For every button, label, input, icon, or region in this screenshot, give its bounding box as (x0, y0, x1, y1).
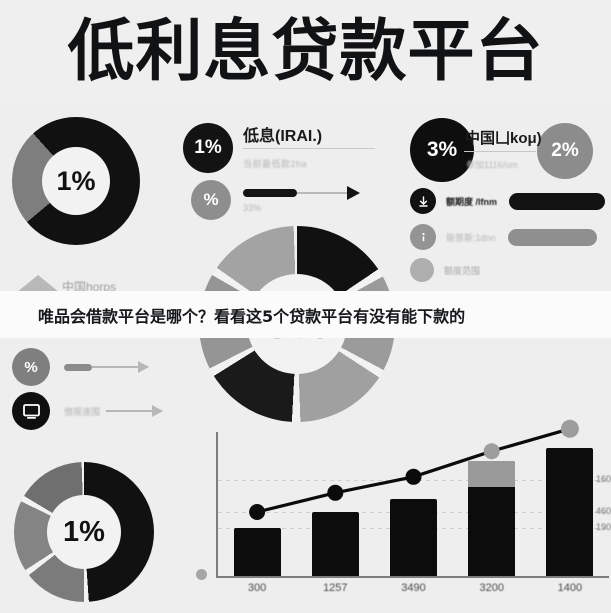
y-axis-tick-label: 460 (595, 506, 611, 516)
bar-series (218, 432, 609, 576)
low-interest-heading: 低息(IRAI.) (243, 128, 323, 145)
progress-arrow-bar (243, 186, 363, 200)
list-item: 能普斯:1dnn (410, 224, 597, 250)
bar (546, 448, 594, 576)
list-item: 借限速围 (12, 392, 164, 430)
divider (464, 151, 536, 152)
list-item: 额期度 /lfnm (410, 188, 605, 214)
donut-chart-bottom-left: 1% (14, 462, 154, 602)
list-item: 额度范围 (410, 258, 480, 282)
left-module-heading: 中国horps (62, 280, 117, 294)
bar-chart: 190 460 160 300 1257 3490 3200 1400 (186, 432, 611, 613)
progress-percent-label: 33% (243, 203, 262, 213)
list-item-label: 借限速围 (64, 406, 101, 417)
list-item-label: 额期度 /lfnm (446, 196, 497, 207)
x-axis-ticks: 300 1257 3490 3200 1400 (218, 582, 609, 594)
right-module-subtitle: 参加1116/um (466, 160, 518, 170)
progress-track (297, 192, 353, 194)
badge-rate-dark: 3% (410, 118, 474, 182)
value-track (509, 192, 605, 210)
info-icon (410, 224, 436, 250)
list-item-label: 额度范围 (444, 265, 481, 276)
page-title: 低利息贷款平台 (67, 12, 544, 90)
y-axis-tick-label: 160 (595, 474, 611, 484)
percent-icon: % (12, 348, 50, 386)
progress-fill (243, 189, 297, 197)
bar (468, 460, 516, 576)
legend-dot-icon (196, 569, 207, 580)
x-axis-tick-label: 3200 (479, 582, 504, 594)
bar (311, 512, 359, 576)
caption-overlay: 唯品会借款平台是哪个？看看这5个贷款平台有没有能下款的 (0, 291, 611, 338)
bar (390, 499, 437, 576)
arrow-right-icon (92, 361, 149, 373)
list-item-label: 能普斯:1dnn (446, 232, 496, 243)
donut-center-label: 1% (63, 515, 105, 548)
donut-hole: 1% (47, 495, 121, 569)
y-axis-tick-label: 190 (595, 522, 611, 532)
bar-cap (468, 460, 516, 487)
arrow-right-icon (347, 186, 360, 200)
badge-rate-gray: 2% (537, 123, 593, 179)
x-axis-tick-label: 1400 (557, 582, 583, 594)
divider (243, 148, 375, 149)
monitor-icon (12, 392, 50, 430)
donut-center-label: 1% (56, 165, 96, 196)
caption-text: 唯品会借款平台是哪个？看看这5个贷款平台有没有能下款的 (38, 306, 466, 326)
right-module-heading: 中国凵kоμ) (465, 130, 542, 147)
donut-chart-top-left: 1% (12, 117, 140, 245)
donut-hole: 1% (42, 147, 110, 215)
value-track (507, 228, 597, 246)
y-axis (216, 432, 218, 578)
x-axis (216, 576, 609, 578)
value-track (64, 363, 92, 371)
x-axis-tick-label: 300 (247, 582, 267, 594)
low-interest-subtitle: 当前最低款2ha (243, 159, 308, 169)
list-item: % (12, 348, 149, 386)
badge-low-interest-percent: 1% (183, 123, 233, 173)
download-icon (410, 188, 436, 214)
page-title-band: 低利息贷款平台 (0, 0, 611, 103)
bar (233, 528, 281, 576)
x-axis-tick-label: 1257 (323, 582, 348, 594)
x-axis-tick-label: 3490 (401, 582, 426, 594)
percent-icon: % (191, 180, 231, 220)
dot-icon (410, 258, 434, 282)
arrow-right-icon (106, 405, 164, 417)
